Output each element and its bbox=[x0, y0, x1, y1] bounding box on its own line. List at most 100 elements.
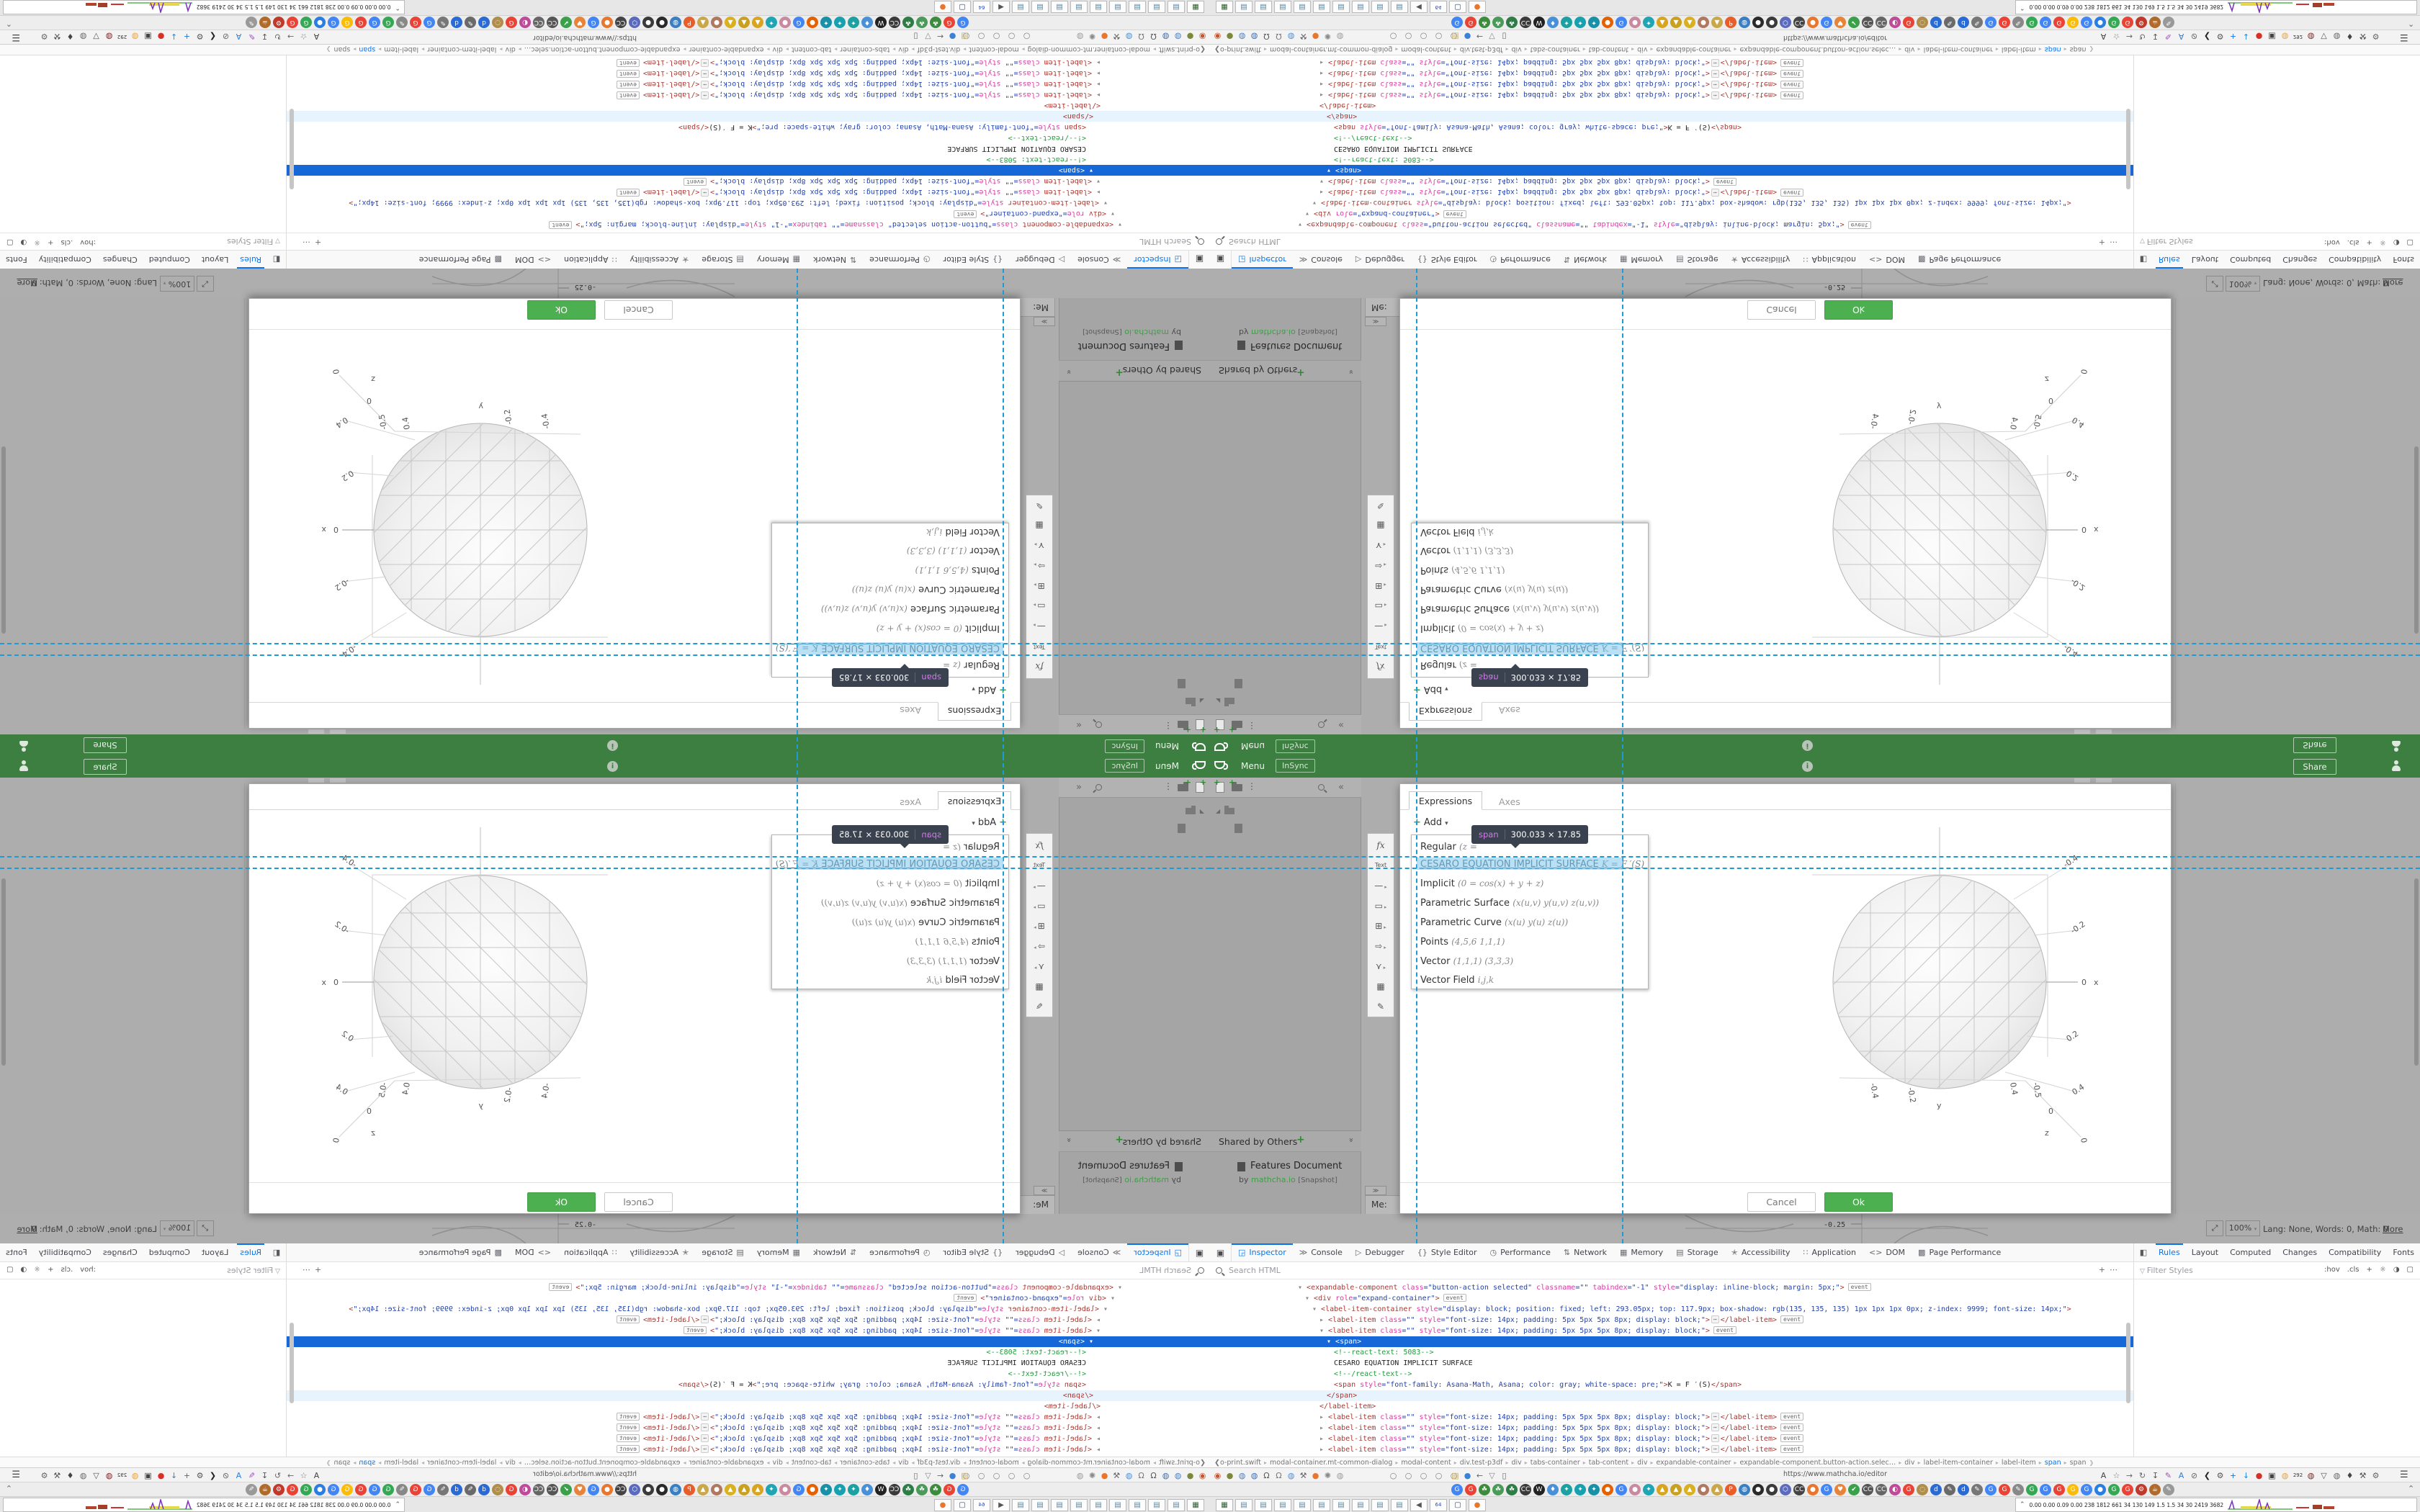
app-icon[interactable]: ● bbox=[934, 1498, 951, 1511]
app-icon[interactable]: ♦ bbox=[861, 17, 873, 28]
app-icon[interactable]: ▦ bbox=[1187, 1498, 1204, 1511]
app-icon[interactable]: ⊘ bbox=[222, 32, 230, 42]
app-icon[interactable]: ⚙ bbox=[2136, 17, 2147, 28]
rule-button[interactable]: + bbox=[48, 238, 54, 246]
palette-item-7[interactable]: ▦ bbox=[1035, 521, 1044, 531]
app-icon[interactable]: G bbox=[328, 1484, 339, 1495]
app-icon[interactable]: 64 bbox=[1430, 1498, 1447, 1511]
devtools-tab-network[interactable]: ⇅ Network bbox=[1557, 251, 1613, 269]
app-icon[interactable]: ❮ bbox=[2203, 1470, 2211, 1480]
breadcrumb-item[interactable]: modal-content bbox=[969, 1458, 1019, 1467]
app-icon[interactable]: G bbox=[369, 17, 380, 28]
breadcrumb-item[interactable]: div.test-p3df bbox=[1459, 1458, 1503, 1467]
menu-item-parametric-surface[interactable]: Parametric Surface (x(u,v) y(u,v) z(u,v)… bbox=[821, 603, 1000, 614]
app-icon[interactable]: ◍ bbox=[1336, 32, 1344, 42]
app-icon[interactable]: ▢ bbox=[954, 1498, 971, 1511]
event-badge[interactable]: event bbox=[1780, 1315, 1804, 1323]
tree-file-icon[interactable] bbox=[1178, 679, 1186, 688]
app-icon[interactable]: ◍ bbox=[2333, 1470, 2341, 1480]
markup-line[interactable]: </span> bbox=[287, 1390, 1210, 1401]
app-icon[interactable]: ▲ bbox=[1711, 1484, 1723, 1495]
event-badge[interactable]: event bbox=[1780, 1434, 1804, 1442]
app-icon[interactable]: 292 bbox=[2293, 1472, 2303, 1478]
app-icon[interactable]: ✎ bbox=[2012, 17, 2024, 28]
markup-line[interactable]: ▸ <label-item class="" style="font-size:… bbox=[287, 78, 1210, 89]
event-badge[interactable]: event bbox=[1780, 91, 1804, 99]
app-icon[interactable]: ▤ bbox=[1294, 1, 1311, 14]
menu-item-regular[interactable]: Regular (z = bbox=[1420, 660, 1477, 670]
app-icon[interactable]: ▤ bbox=[1090, 1498, 1107, 1511]
markup-segment[interactable]: ⋯ bbox=[701, 70, 709, 78]
plot-3d-canvas[interactable]: -0.4 -0.2 0 x 0.2 0.4 -0.4 -0.2 y 0.4 -0… bbox=[300, 368, 732, 685]
markup-line[interactable]: ▾ <expandable-component class="button-ac… bbox=[287, 1282, 1210, 1293]
app-icon[interactable]: ◐ bbox=[519, 17, 531, 28]
app-icon[interactable]: ● bbox=[1629, 17, 1641, 28]
app-icon[interactable]: ▽ bbox=[925, 32, 931, 42]
app-icon[interactable]: ☘ bbox=[1479, 17, 1490, 28]
app-icon[interactable]: ▤ bbox=[1012, 1, 1029, 14]
markup-line[interactable]: ▾ <div role="expand-container">event bbox=[287, 1293, 1210, 1304]
app-icon[interactable]: A bbox=[236, 1470, 242, 1480]
app-icon[interactable]: ● bbox=[1629, 1484, 1641, 1495]
app-icon[interactable]: ◀ bbox=[1410, 1498, 1428, 1511]
devtools-tab-application[interactable]: ∷ Application bbox=[557, 1243, 623, 1261]
tab-axes[interactable]: Axes bbox=[900, 705, 921, 716]
markup-segment[interactable]: ⋯ bbox=[1711, 1434, 1719, 1442]
collapse-section-icon[interactable]: « bbox=[1345, 369, 1355, 374]
app-icon[interactable]: ✎ bbox=[246, 17, 257, 28]
app-icon[interactable]: ○ bbox=[1435, 32, 1443, 42]
app-icon[interactable]: ▤ bbox=[1148, 1, 1165, 14]
app-icon[interactable]: ▣ bbox=[144, 1470, 152, 1480]
event-badge[interactable]: event bbox=[1780, 189, 1804, 197]
menu-button[interactable]: Menu bbox=[1241, 741, 1265, 751]
app-icon[interactable]: ▢ bbox=[1449, 1, 1466, 14]
sidebar-tab-rules[interactable]: Rules bbox=[2153, 1243, 2186, 1262]
account-icon[interactable] bbox=[2391, 760, 2401, 772]
event-badge[interactable]: event bbox=[1780, 1413, 1804, 1421]
markup-line[interactable]: ▸ <label-item class="" style="font-size:… bbox=[1210, 1423, 2133, 1434]
app-icon[interactable]: ◍ bbox=[1238, 32, 1246, 42]
app-icon[interactable]: G bbox=[2108, 1484, 2120, 1495]
tree-file-icon[interactable] bbox=[1178, 824, 1186, 833]
palette-item-4[interactable]: ⊞ bbox=[1368, 917, 1394, 935]
search-icon[interactable] bbox=[1318, 721, 1325, 728]
rule-button[interactable]: ▢ bbox=[2406, 1266, 2414, 1274]
app-icon[interactable]: G bbox=[1903, 17, 1914, 28]
app-icon[interactable]: G bbox=[300, 17, 312, 28]
cancel-button[interactable]: Cancel bbox=[1747, 1192, 1816, 1212]
app-icon[interactable]: ⚙ bbox=[273, 17, 284, 28]
menu-item-points[interactable]: Points (4,5,6 1,1,1) bbox=[1420, 564, 1505, 575]
devtools-tab-dom[interactable]: <> DOM bbox=[508, 1243, 557, 1261]
app-icon[interactable]: ☘ bbox=[930, 1484, 941, 1495]
app-icon[interactable]: ◌ bbox=[492, 1484, 503, 1495]
palette-item-8[interactable]: ✎ bbox=[1035, 1002, 1044, 1012]
app-icon[interactable]: ● bbox=[1469, 1498, 1486, 1511]
sidebar-tab-layout[interactable]: Layout bbox=[201, 1247, 229, 1257]
rule-button[interactable]: ☼ bbox=[34, 238, 41, 246]
app-icon[interactable]: ⚙ bbox=[2136, 1484, 2147, 1495]
mathcha-logo-icon[interactable] bbox=[1195, 743, 1206, 751]
app-icon[interactable]: ▽ bbox=[1489, 32, 1495, 42]
editor-scrollbar[interactable] bbox=[1, 878, 6, 1066]
app-icon[interactable]: ☘ bbox=[916, 1484, 928, 1495]
info-icon[interactable]: i bbox=[607, 740, 618, 751]
app-icon[interactable]: ▢ bbox=[954, 1, 971, 14]
rule-button[interactable]: ▢ bbox=[2406, 238, 2414, 246]
chat-collapse-tab[interactable]: ≫ bbox=[1365, 1186, 1386, 1195]
markup-scrollbar[interactable] bbox=[2126, 1323, 2130, 1403]
app-icon[interactable]: G bbox=[2053, 1484, 2065, 1495]
app-icon[interactable]: ▤ bbox=[1332, 1, 1350, 14]
app-icon[interactable]: ○ bbox=[1008, 32, 1016, 42]
app-icon[interactable]: W bbox=[1533, 17, 1545, 28]
breadcrumb-item[interactable]: o-print.swift bbox=[1159, 45, 1201, 54]
app-icon[interactable]: CC bbox=[889, 17, 900, 28]
author-link[interactable]: mathcha.io bbox=[1124, 328, 1169, 337]
app-icon[interactable]: ▽ bbox=[2321, 32, 2327, 42]
search-icon[interactable] bbox=[1095, 784, 1102, 791]
app-icon[interactable]: G bbox=[1465, 1484, 1476, 1495]
sidebar-tab-fonts[interactable]: Fonts bbox=[2393, 1247, 2414, 1257]
markup-line[interactable]: </span> bbox=[1210, 1390, 2133, 1401]
app-icon[interactable]: ○ bbox=[1435, 1470, 1443, 1480]
info-icon[interactable]: i bbox=[607, 761, 618, 772]
markup-line[interactable]: ▾ <expandable-component class="button-ac… bbox=[1210, 1282, 2133, 1293]
